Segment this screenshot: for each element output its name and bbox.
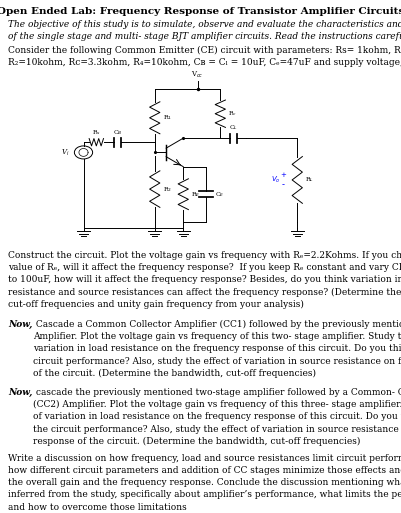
Text: C$_L$: C$_L$ <box>229 124 238 132</box>
Text: Now,: Now, <box>8 320 32 329</box>
Text: R$_E$: R$_E$ <box>191 190 201 199</box>
Text: Write a discussion on how frequency, load and source resistances limit circuit p: Write a discussion on how frequency, loa… <box>8 454 401 511</box>
Text: The objective of this study is to simulate, observe and evaluate the characteris: The objective of this study is to simula… <box>8 20 401 41</box>
Text: Open Ended Lab: Frequency Response of Transistor Amplifier Circuits: Open Ended Lab: Frequency Response of Tr… <box>0 7 401 16</box>
Text: +: + <box>280 172 286 178</box>
Text: R$_L$: R$_L$ <box>305 175 314 184</box>
Text: R$_1$: R$_1$ <box>163 113 172 122</box>
Text: V$_i$: V$_i$ <box>61 147 69 157</box>
Text: Construct the circuit. Plot the voltage gain vs frequency with Rₑ=2.2Kohms. If y: Construct the circuit. Plot the voltage … <box>8 251 401 309</box>
Text: C$_B$: C$_B$ <box>113 128 122 136</box>
Text: cascade the previously mentioned two-stage amplifier followed by a Common- Colle: cascade the previously mentioned two-sta… <box>33 388 401 446</box>
Text: V$_o$: V$_o$ <box>271 175 281 185</box>
Text: R$_c$: R$_c$ <box>228 109 237 118</box>
Text: Consider the following Common Emitter (CE) circuit with parameters: Rs= 1kohm, R: Consider the following Common Emitter (C… <box>8 46 401 67</box>
Text: Now,: Now, <box>8 388 32 397</box>
Text: C$_E$: C$_E$ <box>215 190 225 199</box>
Text: -: - <box>282 181 284 189</box>
Text: R$_2$: R$_2$ <box>163 185 172 193</box>
Text: R$_s$: R$_s$ <box>92 128 101 136</box>
Text: V$_{cc}$: V$_{cc}$ <box>191 70 204 80</box>
Text: Cascade a Common Collector Amplifier (CC1) followed by the previously mentioned : Cascade a Common Collector Amplifier (CC… <box>33 320 401 378</box>
